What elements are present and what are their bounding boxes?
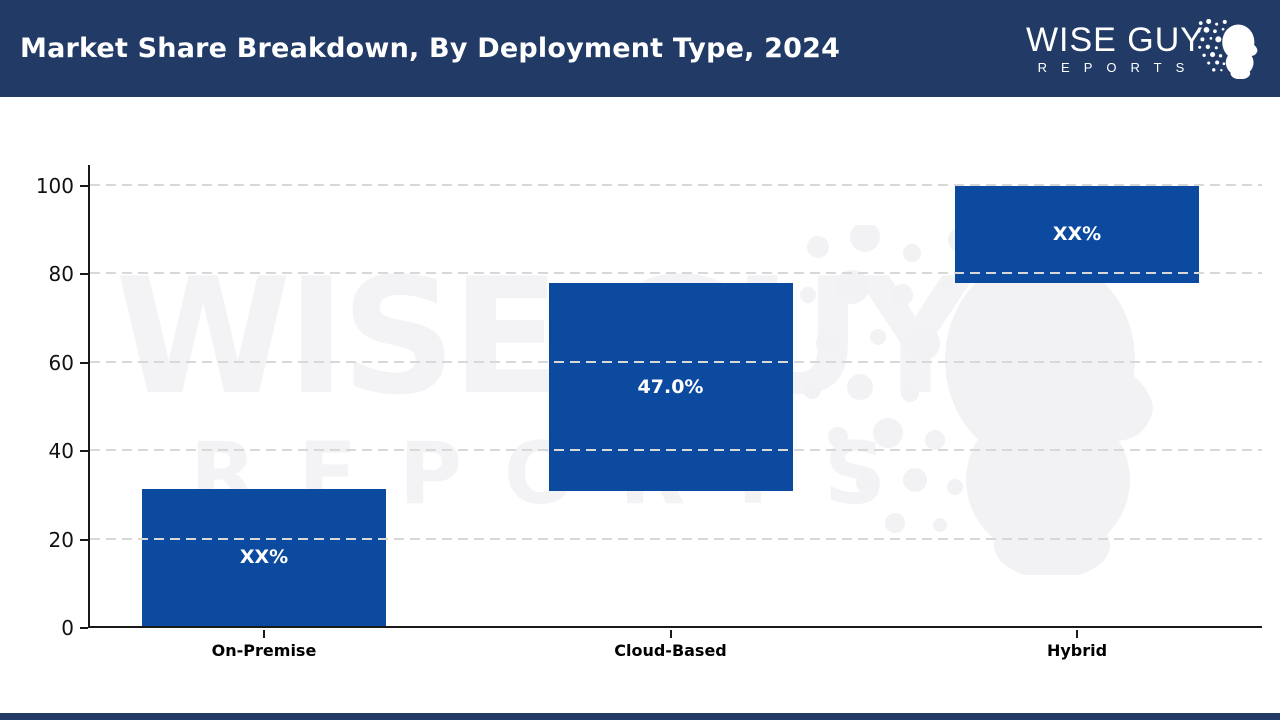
y-tick-label: 0 bbox=[61, 616, 74, 640]
x-tick-label: Hybrid bbox=[1046, 641, 1108, 660]
plot-area: WISE GUY REPORTS XX%47.0%XX% bbox=[88, 165, 1262, 628]
y-tick-label: 80 bbox=[48, 262, 74, 286]
y-tick-label: 100 bbox=[35, 173, 74, 198]
y-tick-mark bbox=[80, 184, 88, 187]
gridline bbox=[90, 449, 1262, 451]
face-logo-icon bbox=[1197, 18, 1258, 79]
logo-wordmark: WISE GUY bbox=[1025, 20, 1204, 59]
y-tick-mark bbox=[80, 361, 88, 364]
y-tick-label: 60 bbox=[48, 350, 74, 375]
x-tick-label: Cloud-Based bbox=[614, 641, 727, 660]
x-tick-mark bbox=[1076, 630, 1078, 638]
gridline bbox=[90, 272, 1262, 274]
logo-subtitle: REPORTS bbox=[1037, 59, 1199, 75]
bar: XX% bbox=[142, 488, 386, 626]
bar: XX% bbox=[955, 185, 1199, 283]
gridline bbox=[90, 537, 1262, 540]
logo-text: WISE GUY REPORTS bbox=[1026, 23, 1204, 75]
bar: 47.0% bbox=[548, 282, 793, 491]
y-tick-mark bbox=[80, 450, 88, 452]
y-tick-label: 20 bbox=[48, 527, 74, 552]
bar-value-label: XX% bbox=[1052, 223, 1102, 246]
gridline bbox=[90, 360, 1262, 363]
bar-value-label: XX% bbox=[239, 546, 289, 569]
y-tick-mark bbox=[80, 538, 88, 541]
x-tick-mark bbox=[669, 630, 672, 638]
x-tick-mark bbox=[263, 630, 265, 638]
chart-title: Market Share Breakdown, By Deployment Ty… bbox=[20, 33, 841, 64]
gridline bbox=[90, 183, 1262, 186]
wiseguy-logo: WISE GUY REPORTS bbox=[1026, 18, 1262, 79]
y-tick-label: 40 bbox=[48, 439, 74, 463]
header-bar: Market Share Breakdown, By Deployment Ty… bbox=[0, 0, 1280, 97]
bar-value-label: 47.0% bbox=[637, 375, 704, 398]
y-tick-mark bbox=[80, 273, 88, 275]
x-tick-label: On-Premise bbox=[211, 641, 317, 660]
footer-bar bbox=[0, 713, 1280, 720]
y-tick-mark bbox=[80, 627, 88, 629]
